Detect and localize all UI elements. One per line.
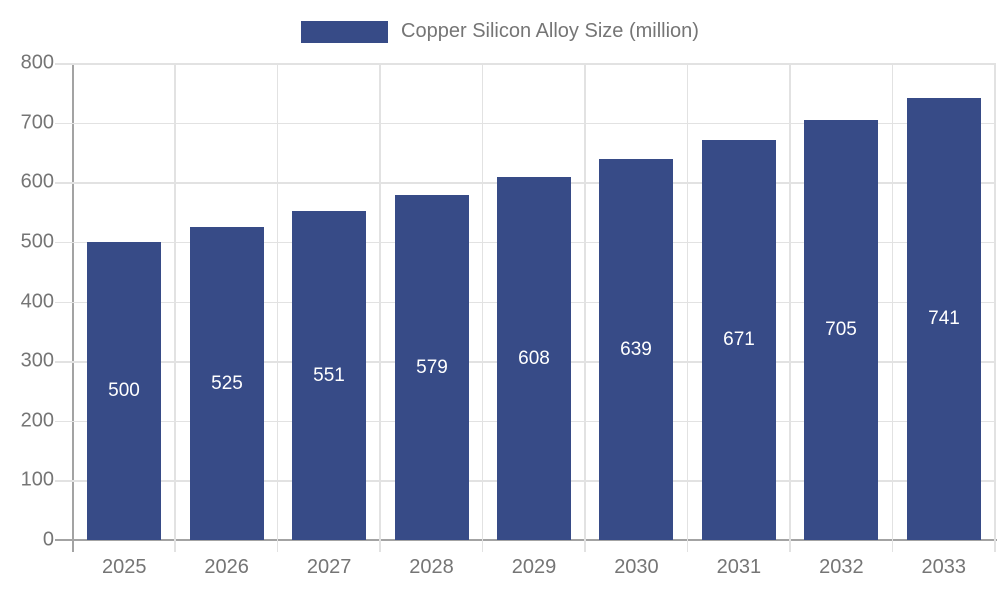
bar-2031[interactable]: 671: [702, 140, 776, 540]
bar-2029[interactable]: 608: [497, 177, 571, 540]
bar-value-label: 671: [723, 329, 755, 350]
legend-swatch-icon: [301, 20, 389, 43]
gridline-vertical: [174, 63, 176, 552]
gridline-vertical: [686, 63, 689, 552]
y-tick-label: 600: [20, 170, 54, 193]
x-tick-label: 2033: [921, 556, 967, 578]
x-tick-label: 2026: [204, 556, 249, 578]
x-tick-label: 2025: [101, 556, 147, 578]
bar-value-label: 500: [108, 380, 140, 401]
y-tick-label: 700: [20, 111, 54, 134]
bar-2030[interactable]: 639: [599, 159, 673, 540]
gridline-vertical: [379, 63, 381, 552]
x-tick-label: 2028: [409, 556, 454, 578]
x-tick-label: 2031: [716, 556, 762, 578]
legend: Copper Silicon Alloy Size (million): [0, 20, 1000, 43]
bar-value-label: 608: [518, 347, 550, 369]
bar-value-label: 639: [620, 338, 652, 360]
bar-2033[interactable]: 741: [907, 98, 981, 540]
bar-value-label: 741: [928, 308, 960, 329]
y-tick-label: 200: [20, 409, 54, 432]
gridline-horizontal: [55, 122, 995, 125]
bar-value-label: 525: [211, 372, 243, 394]
gridline-vertical: [789, 63, 791, 552]
x-axis-line: [55, 539, 997, 541]
y-tick-label: 0: [42, 528, 54, 551]
bar-value-label: 579: [416, 356, 448, 378]
x-tick-label: 2029: [511, 556, 557, 578]
x-tick-label: 2027: [306, 556, 352, 578]
y-tick-label: 400: [20, 290, 54, 312]
gridline-vertical: [891, 63, 894, 552]
gridline-vertical: [994, 63, 996, 552]
x-tick-label: 2032: [819, 556, 864, 578]
bar-2028[interactable]: 579: [395, 195, 469, 540]
legend-label: Copper Silicon Alloy Size (million): [401, 20, 699, 42]
y-tick-label: 800: [20, 51, 54, 74]
gridline-vertical: [481, 63, 484, 552]
x-tick-label: 2030: [614, 556, 659, 578]
y-tick-label: 500: [20, 230, 54, 253]
bar-value-label: 705: [825, 319, 857, 340]
y-tick-label: 300: [20, 349, 54, 372]
gridline-vertical: [276, 63, 279, 552]
plot-area: 500 525 551 579 608 639 671 705 741: [55, 63, 996, 552]
gridline-vertical: [584, 63, 586, 552]
legend-item[interactable]: Copper Silicon Alloy Size (million): [301, 20, 699, 43]
bar-2025[interactable]: 500: [87, 242, 161, 540]
gridline-horizontal: [55, 63, 995, 65]
y-axis-line: [72, 63, 74, 552]
bar-value-label: 551: [313, 364, 345, 386]
bar-2026[interactable]: 525: [190, 227, 264, 540]
bar-2027[interactable]: 551: [292, 211, 366, 540]
bar-2032[interactable]: 705: [804, 120, 878, 540]
y-tick-label: 100: [20, 468, 54, 491]
